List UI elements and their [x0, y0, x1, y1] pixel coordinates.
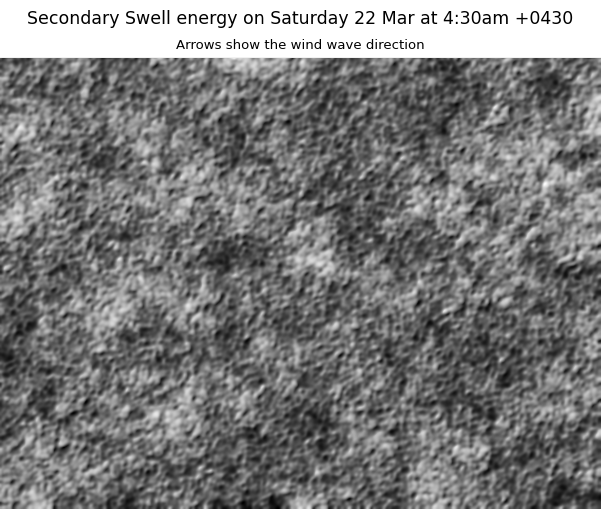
Text: Secondary Swell energy on Saturday 22 Mar at 4:30am +0430: Secondary Swell energy on Saturday 22 Ma…: [28, 10, 573, 27]
Text: Arrows show the wind wave direction: Arrows show the wind wave direction: [176, 39, 425, 52]
